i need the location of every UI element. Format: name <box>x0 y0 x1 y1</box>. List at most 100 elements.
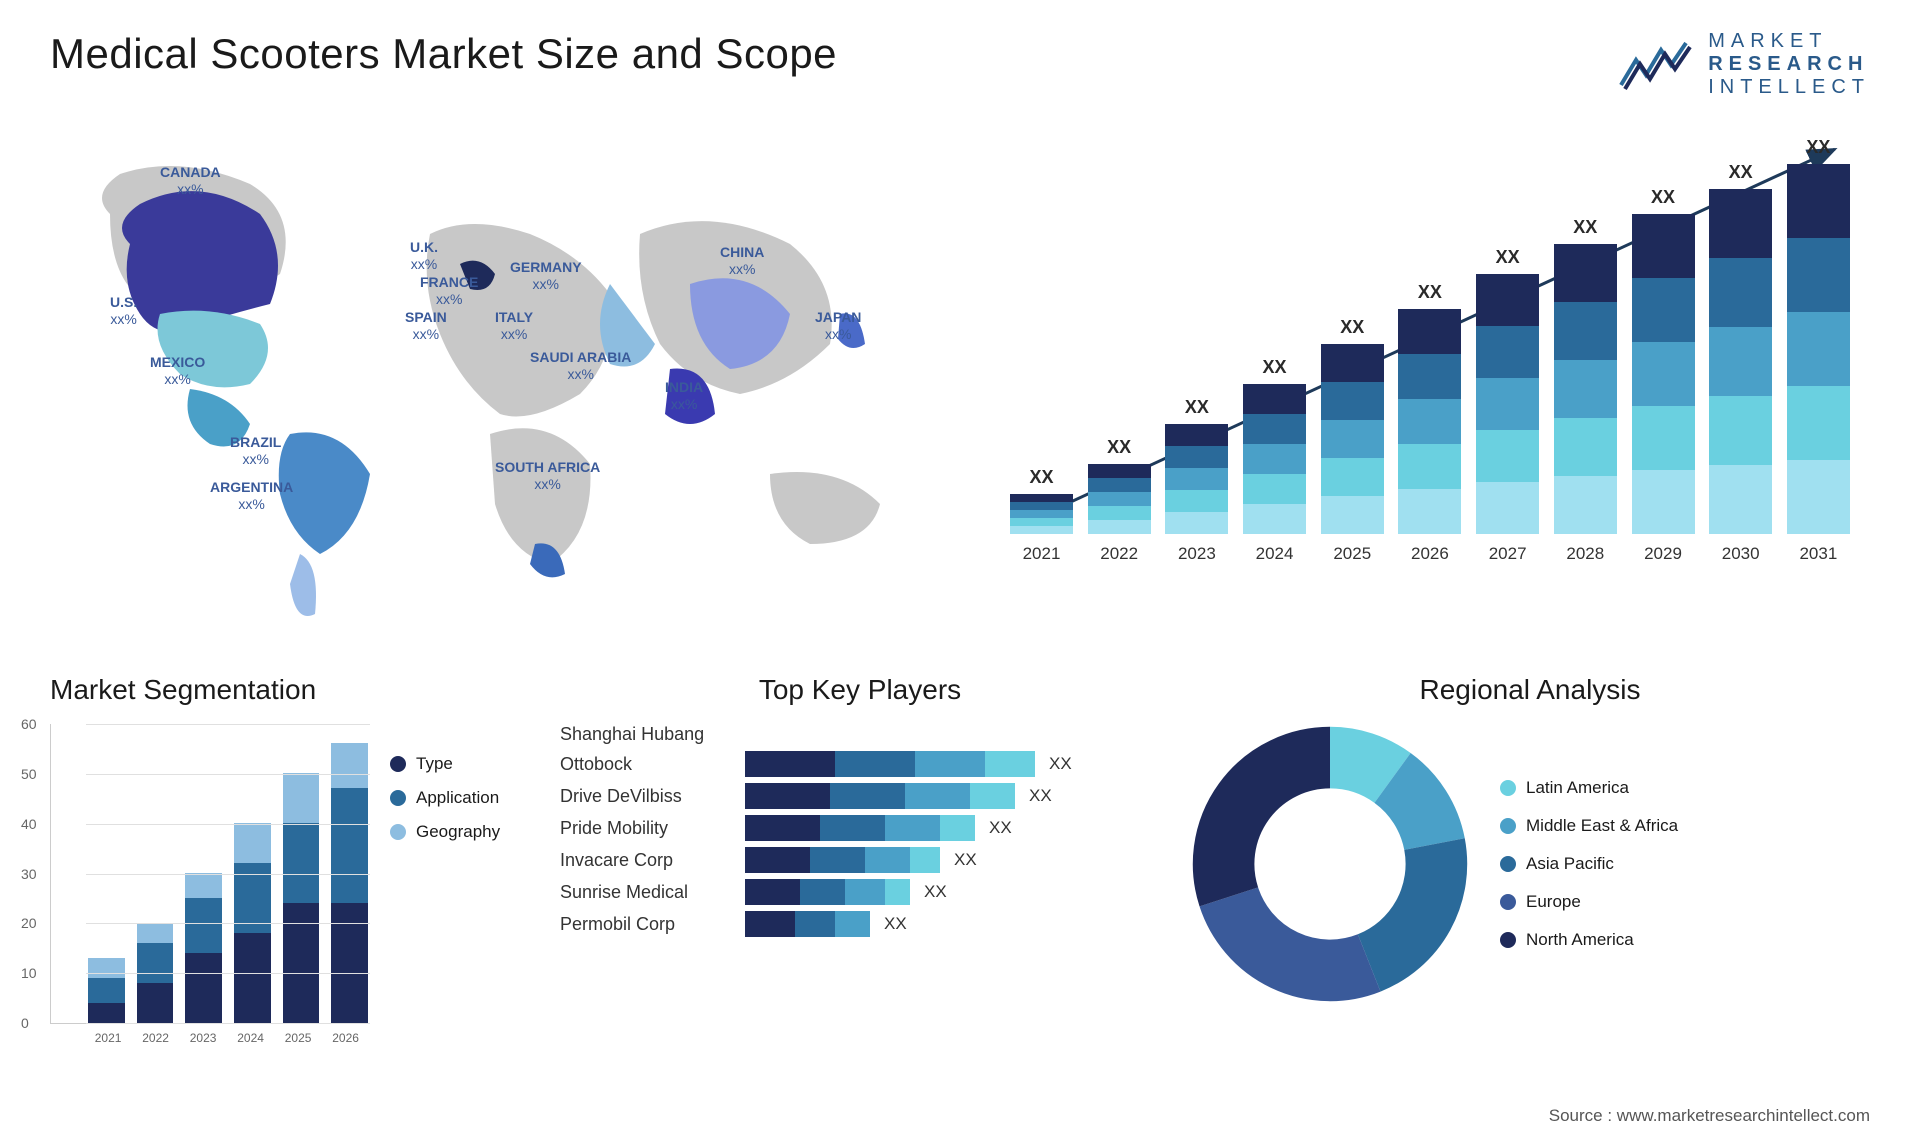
region-legend-asia-pacific: Asia Pacific <box>1500 854 1678 874</box>
player-row-ottobock: Ottobock XX <box>560 751 1160 777</box>
player-row-shanghai-hubang: Shanghai Hubang <box>560 724 1160 745</box>
player-row-drive-devilbiss: Drive DeVilbiss XX <box>560 783 1160 809</box>
seg-x-tick: 2024 <box>237 1031 264 1045</box>
seg-x-tick: 2021 <box>95 1031 122 1045</box>
seg-y-tick: 10 <box>21 965 37 981</box>
donut-slice-europe <box>1229 897 1369 971</box>
seg-x-tick: 2022 <box>142 1031 169 1045</box>
map-label-china: CHINAxx% <box>720 244 764 278</box>
player-value: XX <box>884 914 907 934</box>
growth-bar-label: XX <box>1806 137 1830 158</box>
seg-y-tick: 40 <box>21 816 37 832</box>
seg-x-tick: 2025 <box>285 1031 312 1045</box>
growth-year-label: 2024 <box>1256 544 1294 564</box>
segmentation-panel: Market Segmentation 01020304050602021202… <box>50 674 530 1054</box>
growth-bar-label: XX <box>1573 217 1597 238</box>
player-value: XX <box>924 882 947 902</box>
growth-bar-label: XX <box>1107 437 1131 458</box>
player-value: XX <box>1029 786 1052 806</box>
seg-x-tick: 2023 <box>190 1031 217 1045</box>
map-label-spain: SPAINxx% <box>405 309 447 343</box>
map-label-u.s.: U.S.xx% <box>110 294 137 328</box>
growth-bar-label: XX <box>1651 187 1675 208</box>
player-name: Ottobock <box>560 754 745 775</box>
growth-bar-label: XX <box>1340 317 1364 338</box>
growth-bar-2024: XX 2024 <box>1243 357 1306 564</box>
player-name: Drive DeVilbiss <box>560 786 745 807</box>
growth-bar-label: XX <box>1263 357 1287 378</box>
growth-year-label: 2030 <box>1722 544 1760 564</box>
region-legend-middle-east-africa: Middle East & Africa <box>1500 816 1678 836</box>
seg-y-tick: 50 <box>21 766 37 782</box>
regional-panel: Regional Analysis Latin America Middle Ea… <box>1190 674 1870 1054</box>
growth-year-label: 2022 <box>1100 544 1138 564</box>
growth-bar-2026: XX 2026 <box>1398 282 1461 564</box>
regional-title: Regional Analysis <box>1190 674 1870 706</box>
player-row-sunrise-medical: Sunrise Medical XX <box>560 879 1160 905</box>
growth-bar-label: XX <box>1185 397 1209 418</box>
growth-year-label: 2027 <box>1489 544 1527 564</box>
growth-bar-2023: XX2023 <box>1165 397 1228 564</box>
map-label-india: INDIAxx% <box>665 379 703 413</box>
donut-slice-asia-pacific <box>1369 844 1436 963</box>
map-label-argentina: ARGENTINAxx% <box>210 479 293 513</box>
map-label-canada: CANADAxx% <box>160 164 221 198</box>
growth-bar-label: XX <box>1496 247 1520 268</box>
player-value: XX <box>954 850 977 870</box>
region-legend-latin-america: Latin America <box>1500 778 1678 798</box>
growth-bar-label: XX <box>1418 282 1442 303</box>
player-name: Sunrise Medical <box>560 882 745 903</box>
map-label-brazil: BRAZILxx% <box>230 434 281 468</box>
map-label-germany: GERMANYxx% <box>510 259 582 293</box>
donut-slice-middle-east-africa <box>1393 778 1435 844</box>
growth-bar-label: XX <box>1029 467 1053 488</box>
map-label-south-africa: SOUTH AFRICAxx% <box>495 459 600 493</box>
growth-bar-2031: XX 2031 <box>1787 137 1850 564</box>
world-map: CANADAxx% U.S.xx% MEXICOxx% BRAZILxx% ARGENT… <box>50 124 950 644</box>
map-label-u.k.: U.K.xx% <box>410 239 438 273</box>
growth-bar-2022: XX 2022 <box>1088 437 1151 564</box>
growth-bar-2029: XX 2029 <box>1632 187 1695 564</box>
seg-x-tick: 2026 <box>332 1031 359 1045</box>
player-name: Invacare Corp <box>560 850 745 871</box>
seg-legend-application: Application <box>390 788 530 808</box>
player-row-pride-mobility: Pride Mobility XX <box>560 815 1160 841</box>
brand-logo: MARKET RESEARCH INTELLECT <box>1616 30 1870 99</box>
growth-bar-2030: XX2030 <box>1709 162 1772 564</box>
seg-y-tick: 30 <box>21 866 37 882</box>
growth-bar-2025: XX2025 <box>1321 317 1384 564</box>
growth-bar-2027: XX 2027 <box>1476 247 1539 564</box>
player-name: Shanghai Hubang <box>560 724 745 745</box>
map-label-france: FRANCExx% <box>420 274 478 308</box>
map-label-japan: JAPANxx% <box>815 309 861 343</box>
map-label-saudi-arabia: SAUDI ARABIAxx% <box>530 349 631 383</box>
growth-year-label: 2028 <box>1566 544 1604 564</box>
player-name: Pride Mobility <box>560 818 745 839</box>
seg-y-tick: 20 <box>21 915 37 931</box>
player-value: XX <box>989 818 1012 838</box>
logo-line2: RESEARCH <box>1708 53 1870 76</box>
region-legend-north-america: North America <box>1500 930 1678 950</box>
player-row-permobil-corp: Permobil CorpXX <box>560 911 1160 937</box>
segmentation-title: Market Segmentation <box>50 674 530 706</box>
player-row-invacare-corp: Invacare Corp XX <box>560 847 1160 873</box>
logo-line1: MARKET <box>1708 30 1870 53</box>
donut-slice-latin-america <box>1330 758 1393 778</box>
logo-line3: INTELLECT <box>1708 76 1870 99</box>
key-players-panel: Top Key Players Shanghai Hubang Ottobock X… <box>560 674 1160 1054</box>
key-players-title: Top Key Players <box>560 674 1160 706</box>
growth-year-label: 2031 <box>1799 544 1837 564</box>
growth-year-label: 2021 <box>1023 544 1061 564</box>
player-value: XX <box>1049 754 1072 774</box>
seg-y-tick: 60 <box>21 716 37 732</box>
region-legend-europe: Europe <box>1500 892 1678 912</box>
growth-year-label: 2029 <box>1644 544 1682 564</box>
donut-slice-north-america <box>1224 758 1330 897</box>
map-label-mexico: MEXICOxx% <box>150 354 205 388</box>
seg-y-tick: 0 <box>21 1015 29 1031</box>
source-text: Source : www.marketresearchintellect.com <box>1549 1106 1870 1126</box>
seg-legend-geography: Geography <box>390 822 530 842</box>
growth-bar-2021: XX 2021 <box>1010 467 1073 564</box>
growth-chart: XX2021XX2022XX2023XX2024XX2025XX2026XX20… <box>990 124 1870 644</box>
growth-year-label: 2026 <box>1411 544 1449 564</box>
